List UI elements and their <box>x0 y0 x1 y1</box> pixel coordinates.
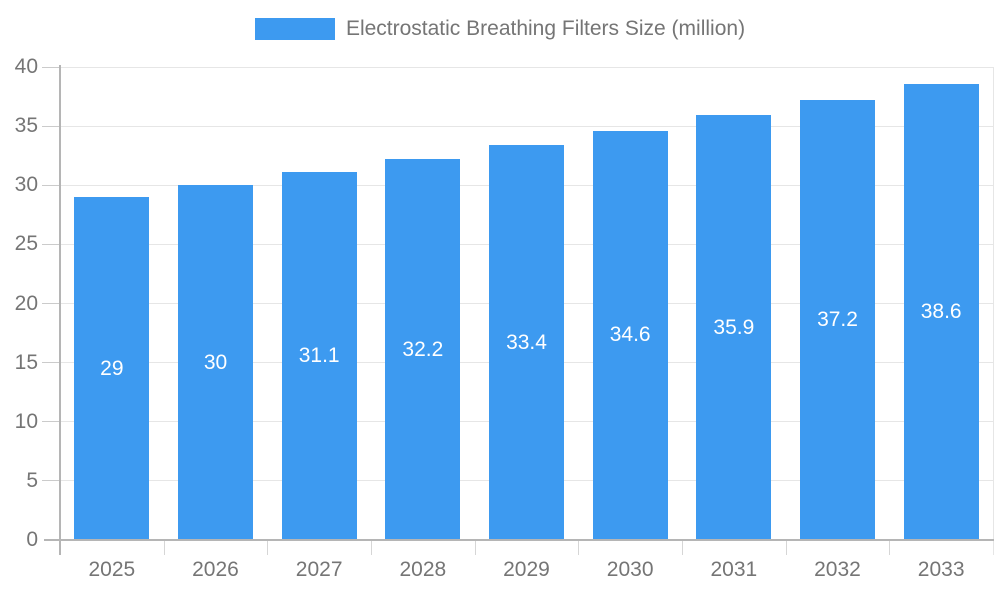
x-axis-label: 2033 <box>917 558 965 581</box>
bar: 34.6 <box>592 130 668 540</box>
bar-value-label: 30 <box>203 350 228 374</box>
bar-value-label: 32.2 <box>402 337 444 361</box>
y-axis-tick <box>42 66 60 68</box>
x-axis-label: 2025 <box>88 558 136 581</box>
x-axis-tick <box>371 540 372 555</box>
y-axis-tick <box>42 362 60 364</box>
x-axis-label: 2028 <box>399 558 447 581</box>
bar: 35.9 <box>696 115 772 540</box>
bar-value-label: 29 <box>100 356 124 380</box>
y-axis-tick <box>42 303 60 304</box>
bar-value-label: 31.1 <box>298 344 340 368</box>
legend: Electrostatic Breathing Filters Size (mi… <box>0 13 1000 45</box>
bar-value-label: 33.4 <box>506 330 547 354</box>
gridline <box>60 66 993 68</box>
x-axis-label: 2031 <box>710 558 758 581</box>
x-axis-line <box>44 539 994 541</box>
x-axis-label: 2026 <box>192 558 239 581</box>
bar: 30 <box>178 185 253 540</box>
bar: 38.6 <box>903 83 979 540</box>
y-axis-label: 10 <box>14 409 38 433</box>
x-axis-tick <box>682 540 683 555</box>
x-axis-label: 2030 <box>606 558 654 581</box>
y-axis-tick <box>42 184 60 186</box>
y-axis-tick <box>42 125 60 127</box>
x-axis-tick <box>267 540 269 555</box>
y-axis-label: 15 <box>14 350 38 374</box>
bar: 29 <box>74 197 150 540</box>
y-axis-label: 40 <box>14 55 38 78</box>
x-axis-tick <box>889 540 891 555</box>
bar: 33.4 <box>489 145 564 540</box>
y-axis-tick <box>42 243 60 245</box>
bar-value-label: 37.2 <box>817 308 858 332</box>
x-axis-tick <box>578 540 580 555</box>
plot-right-border <box>993 67 994 555</box>
y-axis-tick <box>42 480 60 482</box>
y-axis-label: 0 <box>26 528 38 551</box>
bar-value-label: 34.6 <box>609 323 651 347</box>
bar: 37.2 <box>800 100 875 540</box>
x-axis-label: 2032 <box>814 558 861 581</box>
y-axis-label: 25 <box>14 232 38 256</box>
x-axis-tick <box>163 540 165 555</box>
bar-value-label: 35.9 <box>713 315 755 339</box>
bar: 32.2 <box>385 159 461 540</box>
y-axis-line <box>59 65 61 555</box>
gridline <box>60 125 993 127</box>
x-axis-tick <box>785 540 787 555</box>
bar: 31.1 <box>281 172 357 540</box>
x-axis-tick <box>474 540 476 555</box>
x-axis-label: 2027 <box>295 558 343 581</box>
legend-label: Electrostatic Breathing Filters Size (mi… <box>345 17 746 40</box>
y-axis-label: 5 <box>26 468 38 492</box>
x-axis-label: 2029 <box>503 558 550 581</box>
y-axis-label: 30 <box>14 173 38 197</box>
bar-value-label: 38.6 <box>920 299 962 323</box>
y-axis-label: 20 <box>14 291 38 315</box>
y-axis-tick <box>42 421 60 423</box>
y-axis-label: 35 <box>14 114 38 138</box>
legend-swatch <box>254 18 335 40</box>
